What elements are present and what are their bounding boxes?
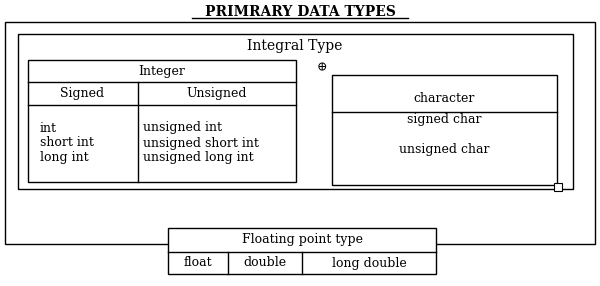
Text: float: float (184, 257, 212, 269)
FancyBboxPatch shape (554, 183, 562, 191)
Text: Floating point type: Floating point type (241, 233, 362, 247)
FancyBboxPatch shape (5, 22, 595, 244)
Text: Unsigned: Unsigned (187, 88, 247, 100)
Text: Integer: Integer (139, 65, 185, 78)
Text: unsigned int
unsigned short int
unsigned long int: unsigned int unsigned short int unsigned… (143, 122, 259, 164)
Text: character: character (413, 92, 475, 104)
FancyBboxPatch shape (18, 34, 573, 189)
Text: signed char

unsigned char: signed char unsigned char (399, 114, 489, 156)
Text: double: double (244, 257, 287, 269)
Text: int
short int
long int: int short int long int (40, 122, 94, 164)
FancyBboxPatch shape (168, 228, 436, 274)
Text: PRIMRARY DATA TYPES: PRIMRARY DATA TYPES (205, 5, 395, 19)
FancyBboxPatch shape (28, 60, 296, 182)
FancyBboxPatch shape (332, 75, 557, 185)
Text: Integral Type: Integral Type (247, 39, 343, 53)
Text: Signed: Signed (60, 88, 104, 100)
Text: long double: long double (332, 257, 406, 269)
Text: ⊕: ⊕ (317, 61, 327, 74)
